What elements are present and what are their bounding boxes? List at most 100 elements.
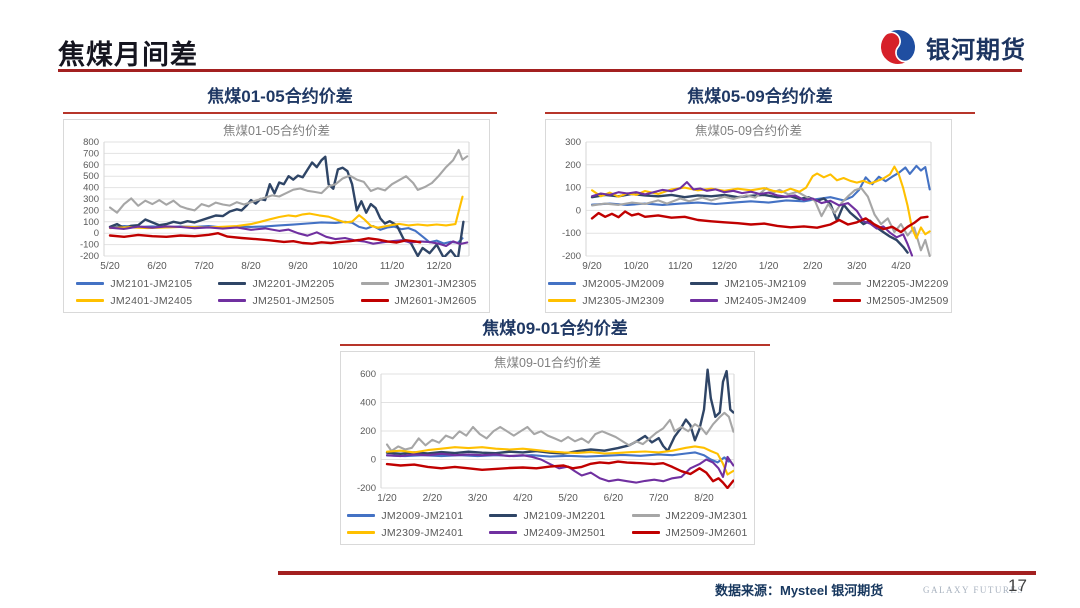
y-tick-label: 400: [360, 398, 376, 409]
legend-item: JM2205-JM2209: [832, 277, 949, 290]
y-tick-label: 300: [565, 137, 581, 148]
legend-item: JM2009-JM2101: [347, 510, 463, 522]
panel-title-01-05: 焦煤01-05合约价差: [207, 87, 353, 106]
series-line-JM2305-JM2309: [590, 165, 931, 240]
x-tick-label: 5/20: [100, 261, 120, 272]
legend-swatch: [360, 299, 389, 302]
chart-box-01-05: 焦煤01-05合约价差 800 700 600 500 400 300 200 100 0 -100…: [63, 119, 490, 313]
legend-item: JM2501-JM2505: [218, 295, 334, 307]
series-line-JM2309-JM2401: [385, 445, 734, 476]
legend-item: JM2601-JM2605: [360, 294, 477, 307]
legend-swatch: [548, 282, 577, 285]
legend-item: JM2509-JM2601: [631, 527, 748, 539]
gridlines: 300 200 100 0 -100 -200: [562, 137, 932, 262]
brand-logo: 银河期货: [878, 27, 1026, 67]
series-lines: [108, 148, 469, 257]
legend-row: JM2101-JM2105 JM2201-JM2205 JM2301-JM2305: [64, 278, 489, 290]
footer-divider: [278, 571, 1036, 575]
x-tick-label: 9/20: [288, 261, 308, 272]
legend-item: JM2109-JM2201: [489, 510, 605, 522]
y-tick-label: 100: [565, 183, 581, 194]
legend-item: JM2101-JM2105: [76, 278, 192, 290]
legend-swatch: [832, 282, 861, 285]
x-tick-label: 10/20: [332, 261, 357, 272]
series-line-JM2205-JM2209: [590, 187, 931, 257]
x-tick-label: 12/20: [712, 261, 737, 272]
x-tick-label: 3/20: [847, 261, 867, 272]
header-divider: [58, 69, 1022, 72]
legend-label: JM2101-JM2105: [110, 277, 193, 290]
y-tick-label: 600: [83, 160, 99, 171]
galaxy-futures-watermark: GALAXY FUTURES: [923, 585, 1024, 595]
y-tick-label: 400: [83, 183, 99, 194]
legend-item: JM2209-JM2301: [631, 509, 748, 522]
legend-label: JM2301-JM2305: [394, 277, 477, 290]
legend-swatch: [218, 299, 247, 302]
panel-title-underline: [545, 112, 975, 114]
legend-item: JM2005-JM2009: [548, 278, 664, 290]
x-tick-label: 7/20: [194, 261, 214, 272]
y-tick-label: 100: [83, 217, 99, 228]
page-number: 17: [1008, 576, 1027, 595]
legend-label: JM2209-JM2301: [665, 509, 748, 522]
x-tick-label: 2/20: [803, 261, 823, 272]
legend-swatch: [631, 514, 660, 517]
x-tick-label: 2/20: [423, 493, 443, 504]
x-tick-label: 4/20: [891, 261, 911, 272]
chart-inner-title: 焦煤09-01合约价差: [494, 355, 601, 370]
y-tick-label: 200: [83, 205, 99, 216]
legend-label: JM2501-JM2505: [252, 294, 335, 307]
legend-label: JM2009-JM2101: [381, 509, 464, 522]
legend-label: JM2109-JM2201: [523, 509, 606, 522]
series-line-JM2401-JM2405: [108, 195, 464, 230]
legend-label: JM2601-JM2605: [394, 294, 477, 307]
legend-item: JM2309-JM2401: [347, 527, 463, 539]
legend-item: JM2405-JM2409: [690, 295, 806, 307]
legend-swatch: [832, 299, 861, 302]
series-line-JM2405-JM2409: [590, 181, 914, 257]
legend-swatch: [347, 531, 376, 534]
legend-label: JM2205-JM2209: [866, 277, 949, 290]
line-chart-01-05: 焦煤01-05合约价差8007006005004003002001000-100…: [80, 123, 470, 272]
brand-name: 银河期货: [926, 36, 1026, 64]
data-source-label: 数据来源：Mysteel 银河期货: [715, 583, 884, 598]
y-tick-label: -200: [357, 483, 376, 494]
legend-item: JM2409-JM2501: [489, 527, 605, 539]
legend-swatch: [218, 282, 247, 285]
x-tick-label: 8/20: [241, 261, 261, 272]
x-tick-label: 4/20: [513, 493, 533, 504]
x-tick-label: 7/20: [649, 493, 669, 504]
series-line-JM2601-JM2605: [108, 231, 422, 245]
legend-item: JM2305-JM2309: [548, 295, 664, 307]
legend-row: JM2401-JM2405 JM2501-JM2505 JM2601-JM2605: [64, 295, 489, 307]
galaxy-swirl-icon: [879, 28, 917, 66]
series-line-JM2409-JM2501: [385, 452, 734, 484]
chart-box-09-01: 焦煤09-01合约价差 600 400 200 0 -200 1/20 2/20 3/20 4/2…: [340, 351, 755, 545]
legend-label: JM2405-JM2409: [724, 294, 807, 307]
legend-row: JM2305-JM2309 JM2405-JM2409 JM2505-JM2509: [546, 295, 951, 307]
x-tick-label: 1/20: [377, 493, 397, 504]
series-line-JM2005-JM2009: [590, 164, 931, 206]
legend-label: JM2505-JM2509: [866, 294, 949, 307]
legend-item: JM2201-JM2205: [218, 278, 334, 290]
series-lines: [590, 164, 931, 257]
x-tick-label: 11/20: [380, 261, 405, 272]
legend-swatch: [347, 514, 376, 517]
chart-box-05-09: 焦煤05-09合约价差 300 200 100 0 -100 -200 9/20 10/20 11…: [545, 119, 952, 313]
y-tick-label: 0: [576, 205, 581, 216]
line-chart-05-09: 焦煤05-09合约价差 300 200 100 0 -100 -2009/20 10/20 11…: [562, 123, 932, 272]
series-line-JM2301-JM2305: [108, 148, 469, 214]
legend-label: JM2401-JM2405: [110, 294, 193, 307]
legend-row: JM2309-JM2401 JM2409-JM2501 JM2509-JM2601: [341, 527, 754, 539]
chart-panel-01-05: 焦煤01-05合约价差 焦煤01-05合约价差 800 700 600 500 400 30…: [63, 86, 497, 313]
legend-item: JM2505-JM2509: [832, 294, 949, 307]
legend-label: JM2409-JM2501: [523, 526, 606, 539]
y-tick-label: 800: [83, 137, 99, 148]
legend-label: JM2201-JM2205: [252, 277, 335, 290]
legend-swatch: [76, 282, 105, 285]
series-line-JM2209-JM2301: [385, 411, 734, 453]
y-tick-label: 200: [360, 426, 376, 437]
